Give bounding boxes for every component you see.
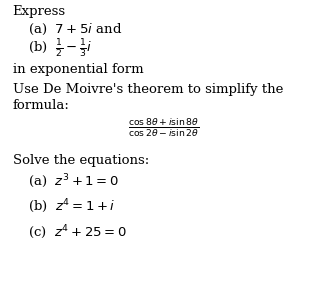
- Text: (a)  $7 + 5i$ and: (a) $7 + 5i$ and: [28, 22, 122, 37]
- Text: Use De Moivre's theorem to simplify the: Use De Moivre's theorem to simplify the: [13, 83, 283, 95]
- Text: (a)  $z^3 + 1 = 0$: (a) $z^3 + 1 = 0$: [28, 172, 119, 190]
- Text: (b)  $\frac{1}{2} - \frac{1}{3}i$: (b) $\frac{1}{2} - \frac{1}{3}i$: [28, 38, 93, 60]
- Text: Solve the equations:: Solve the equations:: [13, 154, 149, 166]
- Text: (c)  $z^4 + 25 = 0$: (c) $z^4 + 25 = 0$: [28, 223, 127, 241]
- Text: Express: Express: [13, 5, 66, 18]
- Text: (b)  $z^4 = 1 + i$: (b) $z^4 = 1 + i$: [28, 198, 116, 215]
- Text: formula:: formula:: [13, 100, 69, 112]
- Text: $\frac{\cos 8\theta + i\sin 8\theta}{\cos 2\theta - i\sin 2\theta}$: $\frac{\cos 8\theta + i\sin 8\theta}{\co…: [128, 117, 199, 139]
- Text: in exponential form: in exponential form: [13, 63, 143, 76]
